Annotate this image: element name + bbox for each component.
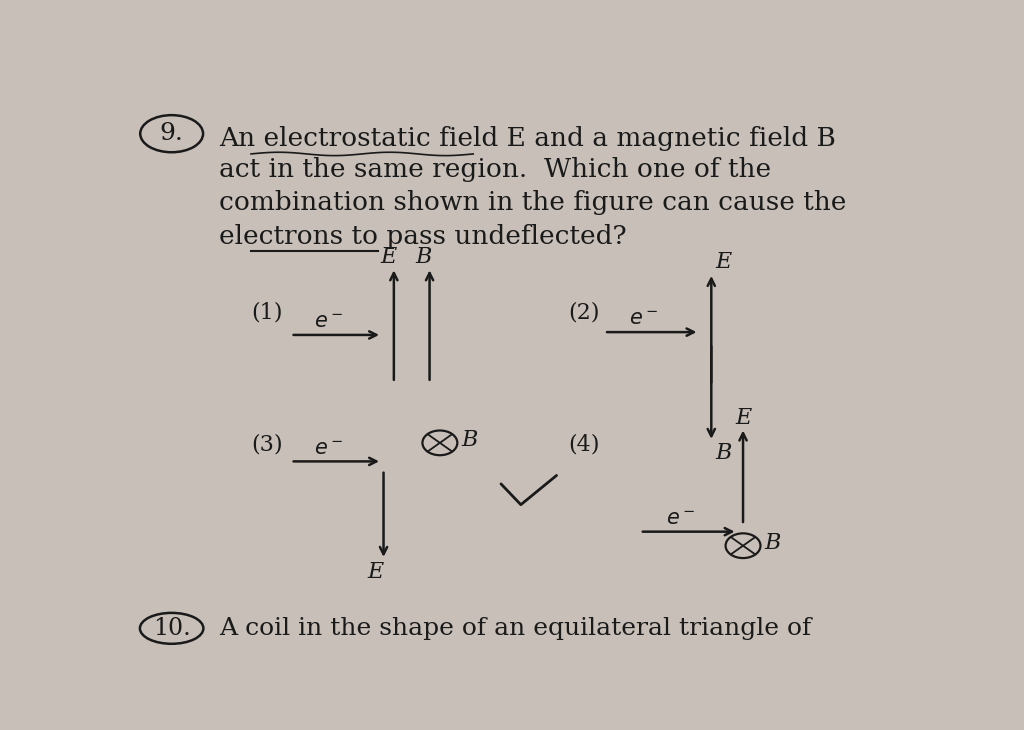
Text: (2): (2) [568, 301, 600, 323]
Text: act in the same region.  Which one of the: act in the same region. Which one of the [219, 157, 771, 182]
Text: 10.: 10. [153, 617, 190, 639]
Text: 9.: 9. [160, 122, 183, 145]
Text: $e^-$: $e^-$ [629, 310, 658, 329]
Text: electrons to pass undeflected?: electrons to pass undeflected? [219, 224, 627, 249]
Text: B: B [461, 429, 477, 451]
Text: (3): (3) [251, 434, 283, 456]
Text: combination shown in the figure can cause the: combination shown in the figure can caus… [219, 191, 847, 215]
Text: B: B [715, 442, 731, 464]
Text: $e^-$: $e^-$ [666, 510, 695, 529]
Text: $e^-$: $e^-$ [313, 439, 343, 458]
Text: E: E [380, 246, 396, 269]
Text: An electrostatic field E and a magnetic field B: An electrostatic field E and a magnetic … [219, 126, 837, 150]
Text: $e^-$: $e^-$ [313, 313, 343, 332]
Text: A coil in the shape of an equilateral triangle of: A coil in the shape of an equilateral tr… [219, 617, 811, 639]
Text: B: B [765, 532, 781, 554]
Text: E: E [735, 407, 752, 429]
Text: E: E [715, 251, 731, 273]
Text: B: B [416, 246, 432, 269]
Text: E: E [368, 561, 384, 583]
Text: (1): (1) [251, 301, 283, 323]
Text: (4): (4) [568, 434, 600, 456]
